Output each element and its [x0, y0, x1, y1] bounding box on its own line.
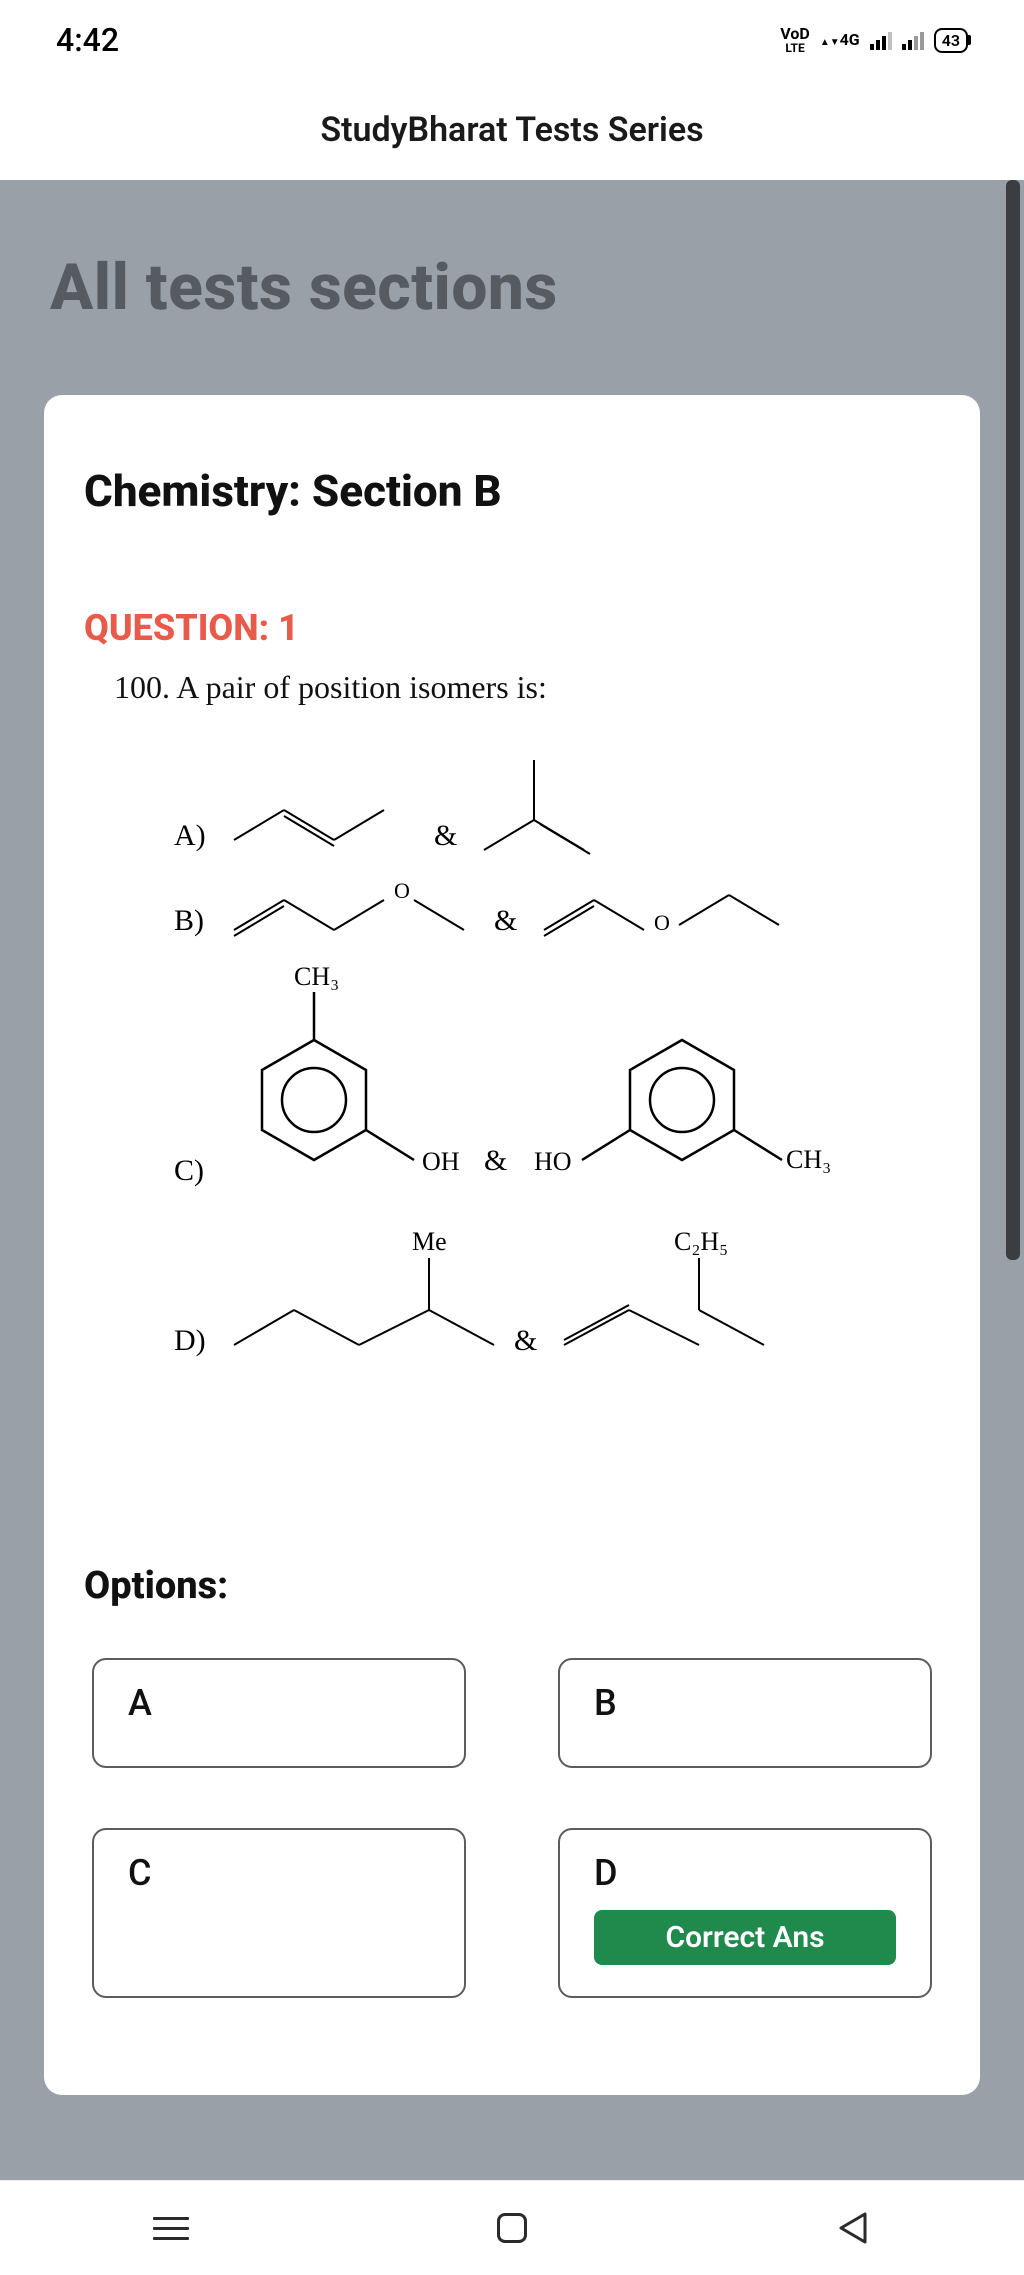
ho-right: HO — [534, 1147, 572, 1176]
options-title: Options: — [84, 1564, 940, 1608]
mol-d2 — [564, 1258, 769, 1345]
mol-a1 — [234, 810, 384, 846]
option-b[interactable]: B — [558, 1658, 932, 1768]
scrollbar[interactable] — [1006, 180, 1020, 2180]
mol-a2 — [484, 760, 590, 854]
question-label: QUESTION: 1 — [84, 607, 940, 649]
c2h5-label: C₂H₅ — [674, 1227, 728, 1256]
mol-d1 — [234, 1258, 494, 1345]
question-card: Chemistry: Section B QUESTION: 1 100. A … — [44, 395, 980, 2095]
card-title: Chemistry: Section B — [84, 465, 940, 517]
page-title: All tests sections — [50, 250, 980, 325]
battery-indicator: 43 — [934, 28, 968, 53]
question-text: 100. A pair of position isomers is: — [84, 669, 940, 706]
svg-text:O: O — [654, 910, 670, 935]
network-indicator: ▲▼4G — [820, 32, 860, 48]
mol-b1: O — [234, 878, 464, 936]
ch3-left: CH₃ — [294, 962, 339, 991]
volte-indicator: VoD LTE — [780, 26, 810, 54]
option-d-label: D — [594, 1852, 618, 1894]
options-grid: A B C D Correct Ans — [84, 1658, 940, 1998]
square-icon — [497, 2213, 527, 2243]
status-time: 4:42 — [56, 21, 119, 59]
back-triangle-icon — [835, 2210, 871, 2246]
page-body: All tests sections Chemistry: Section B … — [0, 180, 1024, 2180]
app-header: StudyBharat Tests Series — [0, 80, 1024, 180]
mol-c1 — [262, 992, 414, 1160]
scrollbar-thumb[interactable] — [1006, 180, 1020, 1260]
volte-bottom: LTE — [780, 42, 810, 54]
correct-answer-badge: Correct Ans — [594, 1910, 896, 1965]
hamburger-icon — [153, 2217, 189, 2240]
label-d: D) — [174, 1324, 206, 1357]
app-header-title: StudyBharat Tests Series — [320, 110, 703, 150]
nav-recent-button[interactable] — [147, 2204, 195, 2252]
amp-a: & — [434, 819, 457, 852]
signal-bars-1 — [870, 30, 892, 50]
amp-b: & — [494, 904, 517, 937]
mol-c2 — [582, 1040, 782, 1160]
option-a-label: A — [128, 1682, 152, 1724]
nav-home-button[interactable] — [488, 2204, 536, 2252]
label-c: C) — [174, 1154, 204, 1187]
question-figure: A) & B) — [114, 730, 940, 1494]
signal-bars-2 — [902, 30, 924, 50]
label-b: B) — [174, 904, 204, 937]
svg-text:O: O — [394, 878, 410, 903]
ch3-right: CH₃ — [786, 1145, 831, 1174]
option-c[interactable]: C — [92, 1828, 466, 1998]
system-nav-bar — [0, 2180, 1024, 2275]
mol-d2b — [564, 1258, 699, 1340]
option-d[interactable]: D Correct Ans — [558, 1828, 932, 1998]
me-label: Me — [412, 1227, 447, 1256]
status-right: VoD LTE ▲▼4G 43 — [780, 26, 968, 54]
mol-b2: O — [544, 895, 779, 936]
option-a[interactable]: A — [92, 1658, 466, 1768]
label-a: A) — [174, 819, 206, 852]
amp-c: & — [484, 1144, 507, 1177]
status-bar: 4:42 VoD LTE ▲▼4G 43 — [0, 0, 1024, 80]
option-b-label: B — [594, 1682, 617, 1724]
oh-left: OH — [422, 1147, 460, 1176]
option-c-label: C — [128, 1852, 152, 1894]
amp-d: & — [514, 1324, 537, 1357]
nav-back-button[interactable] — [829, 2204, 877, 2252]
